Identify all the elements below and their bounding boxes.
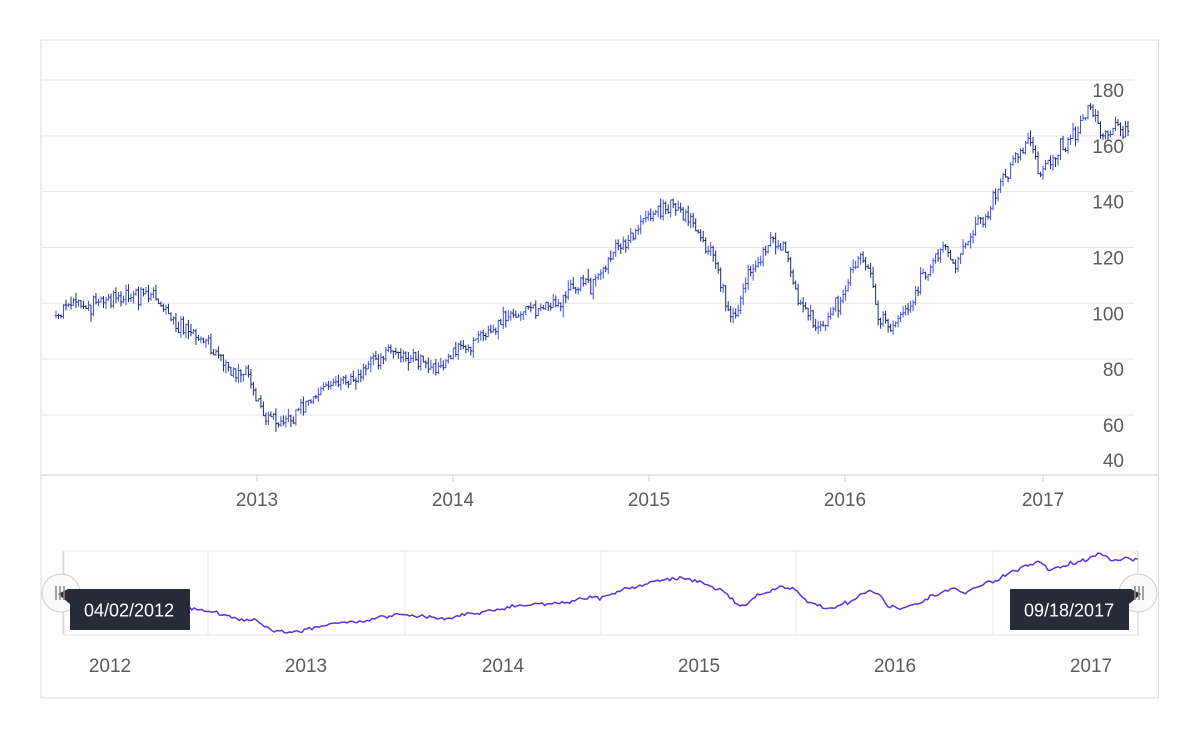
svg-text:2014: 2014 (432, 490, 475, 511)
svg-text:120: 120 (1092, 248, 1124, 269)
svg-text:2015: 2015 (678, 656, 720, 677)
svg-text:160: 160 (1092, 137, 1124, 158)
svg-text:140: 140 (1092, 193, 1124, 214)
svg-text:80: 80 (1103, 360, 1124, 381)
svg-text:2017: 2017 (1022, 490, 1064, 511)
svg-text:2016: 2016 (824, 490, 866, 511)
svg-text:2015: 2015 (628, 490, 670, 511)
svg-text:60: 60 (1103, 416, 1124, 437)
svg-text:40: 40 (1103, 451, 1124, 472)
svg-text:2014: 2014 (482, 656, 525, 677)
svg-text:09/18/2017: 09/18/2017 (1024, 601, 1114, 621)
svg-text:2013: 2013 (236, 490, 278, 511)
svg-text:2017: 2017 (1070, 656, 1112, 677)
svg-text:2012: 2012 (89, 656, 131, 677)
svg-text:2013: 2013 (285, 656, 327, 677)
svg-text:180: 180 (1092, 81, 1124, 102)
svg-text:2016: 2016 (874, 656, 916, 677)
svg-text:100: 100 (1092, 304, 1124, 325)
svg-text:04/02/2012: 04/02/2012 (84, 601, 174, 621)
